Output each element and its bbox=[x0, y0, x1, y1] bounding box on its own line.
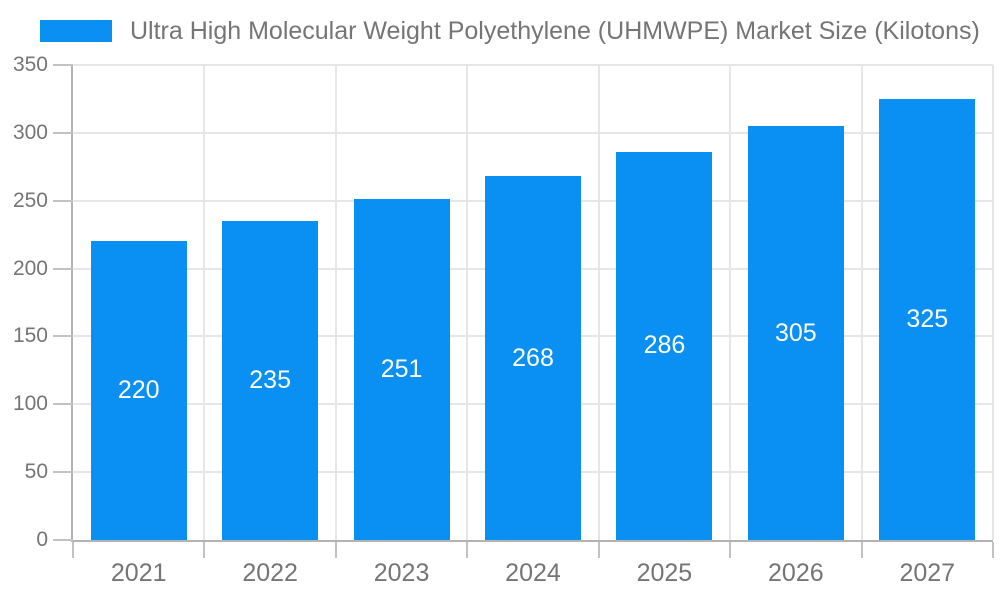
y-axis-tick-label: 150 bbox=[12, 324, 48, 348]
bar-2022[interactable] bbox=[222, 221, 319, 540]
y-axis-tick bbox=[53, 199, 73, 202]
x-axis-tick bbox=[597, 542, 600, 558]
x-axis-tick-label: 2025 bbox=[636, 559, 693, 587]
y-axis-tick-label: 300 bbox=[12, 120, 48, 144]
vertical-gridline bbox=[334, 65, 337, 540]
x-axis-tick-label: 2023 bbox=[373, 559, 430, 587]
y-axis-tick bbox=[53, 64, 73, 66]
y-axis-tick bbox=[53, 131, 73, 134]
bar-2024[interactable] bbox=[485, 176, 581, 540]
y-axis-tick bbox=[53, 539, 73, 541]
bar-2021[interactable] bbox=[90, 241, 187, 540]
y-axis-tick bbox=[53, 403, 73, 406]
bar-2023[interactable] bbox=[353, 199, 450, 540]
x-axis-tick bbox=[992, 542, 994, 558]
x-axis-tick-label: 2021 bbox=[110, 559, 167, 587]
y-axis-tick-label: 0 bbox=[36, 528, 48, 551]
horizontal-gridline bbox=[73, 64, 993, 66]
x-axis-tick bbox=[466, 542, 469, 558]
vertical-gridline bbox=[860, 65, 863, 540]
horizontal-gridline bbox=[73, 131, 993, 134]
vertical-gridline bbox=[992, 65, 994, 540]
legend-color-swatch bbox=[40, 20, 112, 42]
bar-2027[interactable] bbox=[879, 98, 976, 540]
x-axis-line bbox=[71, 540, 993, 542]
y-axis-tick-label: 200 bbox=[12, 256, 48, 280]
x-axis-tick-label: 2022 bbox=[242, 559, 298, 587]
vertical-gridline bbox=[597, 65, 600, 540]
y-axis-tick-label: 50 bbox=[24, 460, 48, 484]
x-axis-tick-label: 2026 bbox=[768, 559, 824, 587]
x-axis-tick bbox=[72, 542, 74, 558]
y-axis-tick bbox=[53, 335, 73, 338]
x-axis-tick-label: 2027 bbox=[899, 559, 956, 587]
y-axis-tick-label: 100 bbox=[12, 392, 48, 416]
vertical-gridline bbox=[466, 65, 469, 540]
x-axis-tick-label: 2024 bbox=[505, 559, 561, 587]
x-axis-tick bbox=[203, 542, 206, 558]
y-axis-tick bbox=[53, 471, 73, 474]
y-axis-tick bbox=[53, 267, 73, 270]
vertical-gridline bbox=[729, 65, 732, 540]
y-axis-tick-label: 250 bbox=[12, 188, 48, 212]
bar-2025[interactable] bbox=[616, 151, 713, 540]
x-axis-tick bbox=[860, 542, 863, 558]
y-axis-line bbox=[71, 65, 73, 542]
chart-legend[interactable]: Ultra High Molecular Weight Polyethylene… bbox=[40, 17, 980, 45]
legend-series-label: Ultra High Molecular Weight Polyethylene… bbox=[130, 17, 980, 45]
vertical-gridline bbox=[203, 65, 206, 540]
y-axis-tick-label: 350 bbox=[12, 53, 48, 76]
bar-2026[interactable] bbox=[747, 126, 844, 540]
x-axis-tick bbox=[729, 542, 732, 558]
x-axis-tick bbox=[334, 542, 337, 558]
